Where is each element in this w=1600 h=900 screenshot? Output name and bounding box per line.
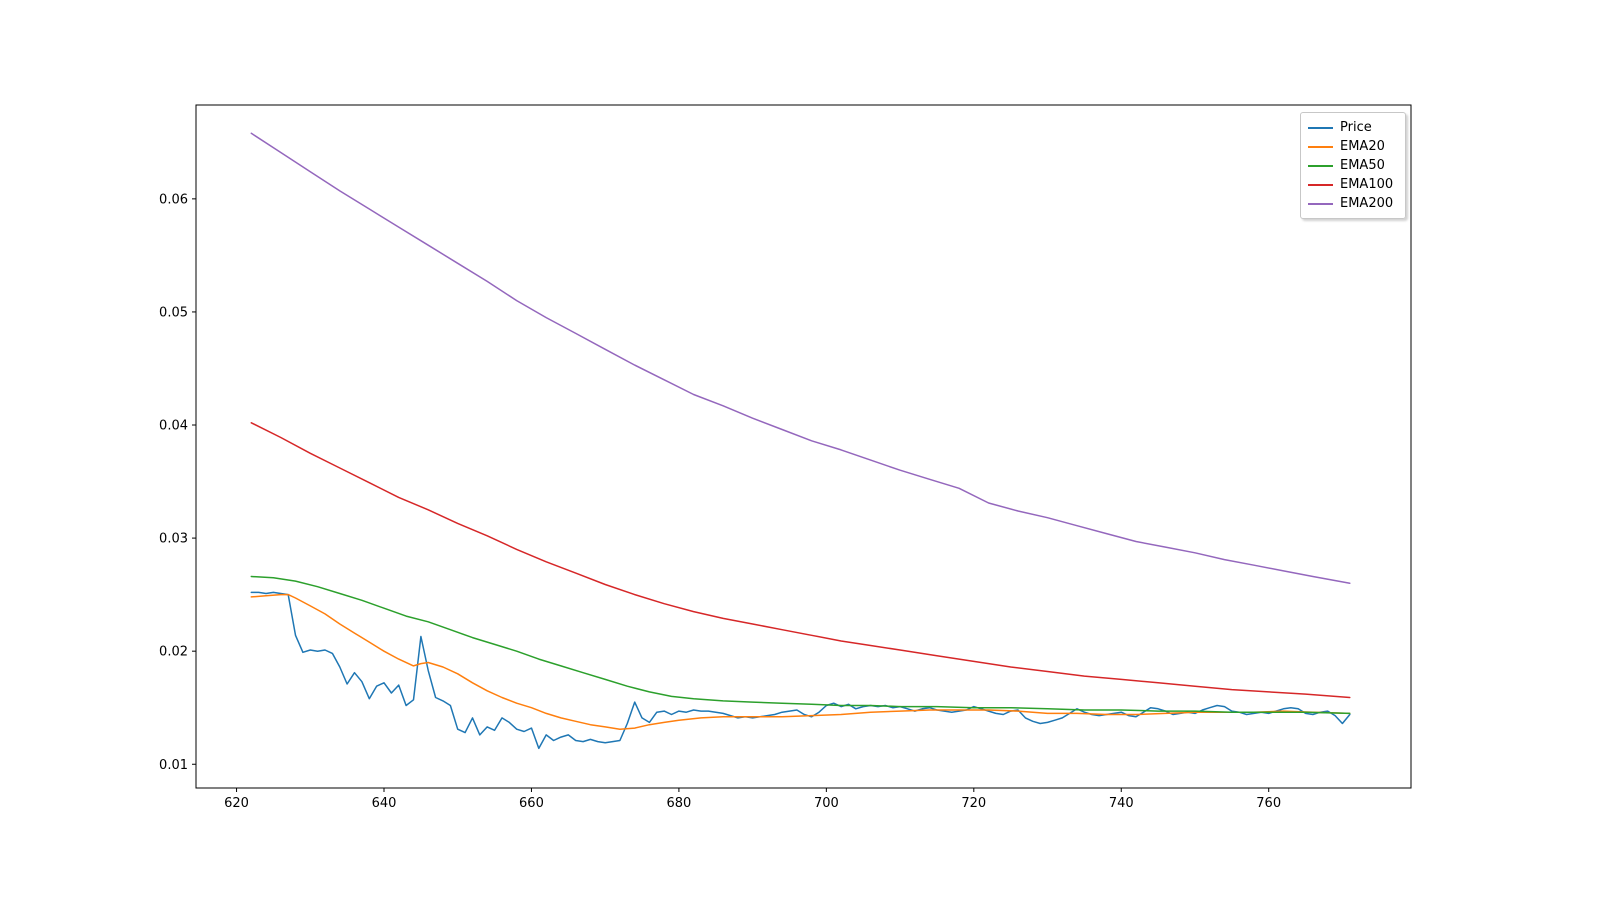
legend-entry: EMA20 [1308, 137, 1398, 156]
series-line-ema20 [250, 593, 1351, 730]
x-tick-label: 640 [372, 796, 397, 811]
legend-swatch [1308, 145, 1333, 148]
x-tick-label: 700 [814, 796, 839, 811]
series-line-ema100 [250, 422, 1351, 699]
legend-label: EMA50 [1340, 158, 1385, 173]
legend-label: Price [1340, 120, 1372, 135]
y-tick-label: 0.01 [159, 758, 188, 773]
legend: Price EMA20 EMA50 EMA100 EMA200 [1300, 112, 1406, 219]
legend-label: EMA20 [1340, 139, 1385, 154]
legend-swatch [1308, 126, 1333, 129]
legend-label: EMA200 [1340, 196, 1394, 211]
x-tick-label: 720 [961, 796, 986, 811]
y-tick-label: 0.05 [159, 305, 188, 320]
x-tick-label: 740 [1109, 796, 1134, 811]
legend-entry: Price [1308, 118, 1398, 137]
legend-entry: EMA50 [1308, 156, 1398, 175]
legend-swatch [1308, 183, 1333, 186]
y-tick-label: 0.04 [159, 419, 188, 434]
series-line-price [250, 591, 1351, 750]
legend-entry: EMA200 [1308, 194, 1398, 213]
legend-swatch [1308, 202, 1333, 205]
legend-swatch [1308, 164, 1333, 167]
axes-frame [195, 104, 1412, 789]
x-tick-label: 680 [666, 796, 691, 811]
y-tick-label: 0.03 [159, 532, 188, 547]
x-tick-label: 620 [224, 796, 249, 811]
y-tick-label: 0.02 [159, 645, 188, 660]
legend-label: EMA100 [1340, 177, 1394, 192]
series-line-ema200 [250, 132, 1351, 585]
legend-entry: EMA100 [1308, 175, 1398, 194]
x-tick-label: 660 [519, 796, 544, 811]
x-tick-label: 760 [1256, 796, 1281, 811]
y-tick-label: 0.06 [159, 192, 188, 207]
series-line-ema50 [250, 575, 1351, 715]
